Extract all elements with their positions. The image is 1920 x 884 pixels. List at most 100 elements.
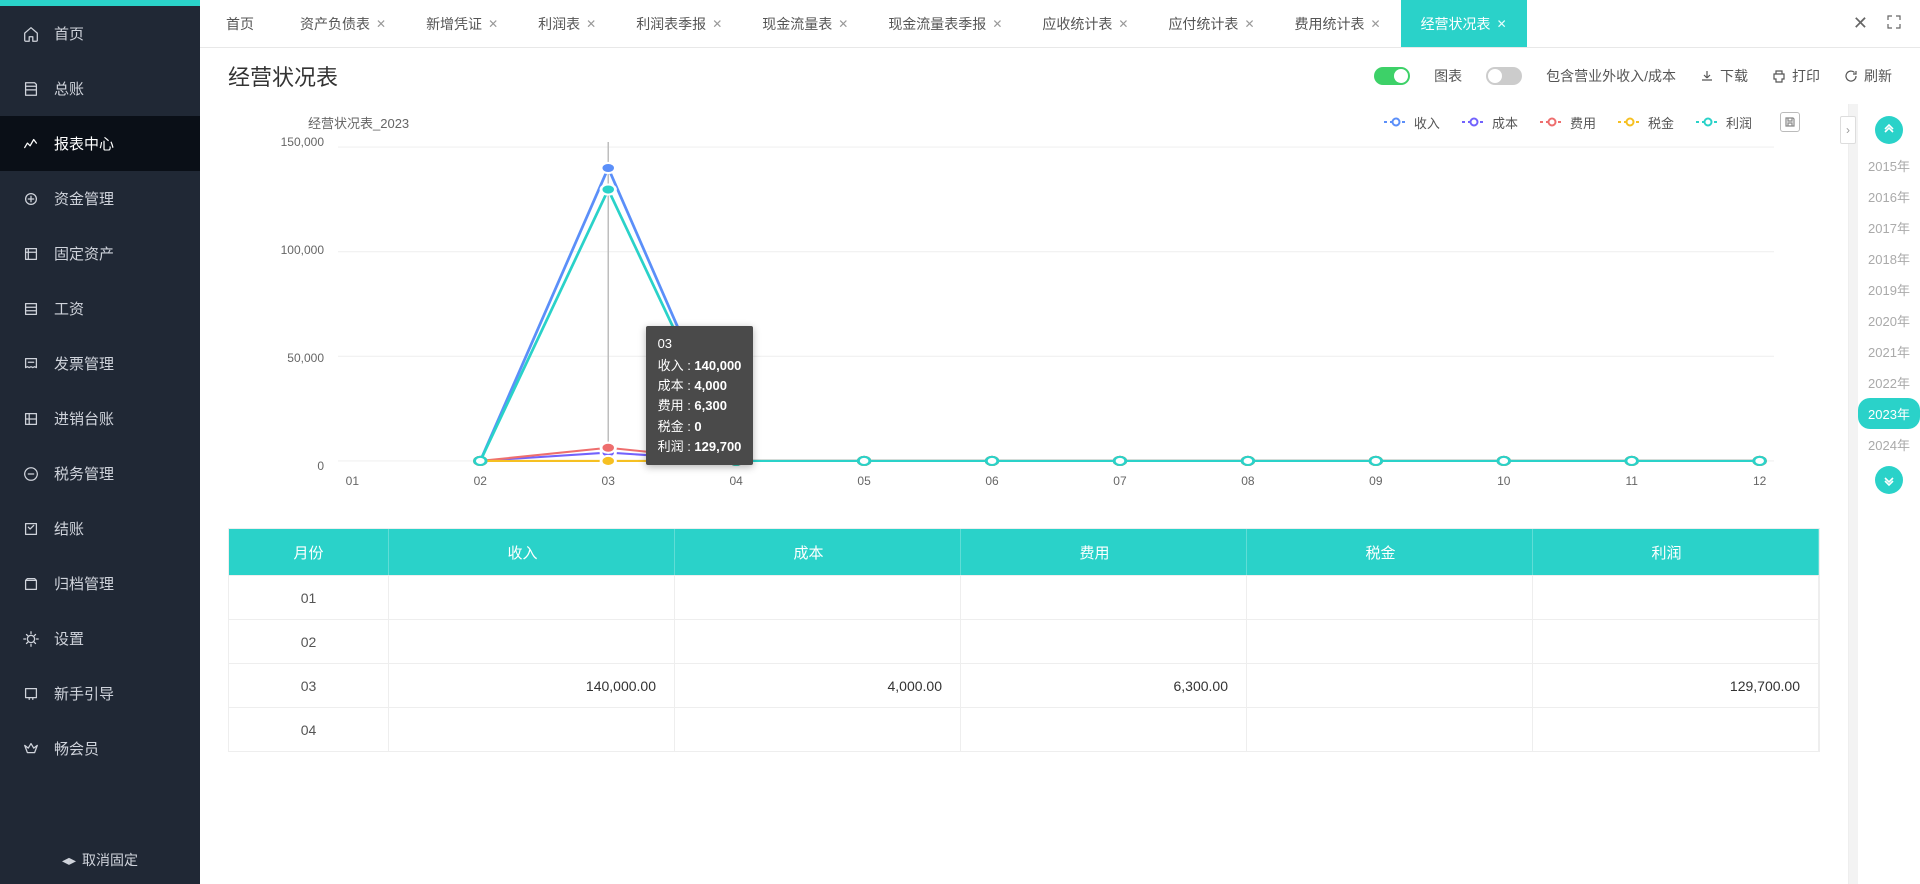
tab-label: 应付统计表 bbox=[1168, 14, 1238, 34]
tab-5[interactable]: 现金流量表 ✕ bbox=[742, 0, 868, 47]
tab-8[interactable]: 应付统计表 ✕ bbox=[1148, 0, 1274, 47]
tab-6[interactable]: 现金流量表季报 ✕ bbox=[868, 0, 1022, 47]
legend-marker-icon bbox=[1462, 117, 1486, 127]
year-option[interactable]: 2016年 bbox=[1858, 181, 1920, 212]
tab-close-icon[interactable]: ✕ bbox=[1244, 17, 1254, 31]
extra-income-toggle-switch[interactable] bbox=[1486, 67, 1522, 85]
chart-toggle-switch[interactable] bbox=[1374, 67, 1410, 85]
x-axis-label: 05 bbox=[857, 474, 870, 488]
sidebar-item-7[interactable]: 进销台账 bbox=[0, 391, 200, 446]
sidebar-item-5[interactable]: 工资 bbox=[0, 281, 200, 336]
sidebar-item-0[interactable]: 首页 bbox=[0, 6, 200, 61]
refresh-button[interactable]: 刷新 bbox=[1844, 66, 1892, 86]
value-cell bbox=[1247, 576, 1533, 619]
table-row[interactable]: 04 bbox=[229, 707, 1819, 751]
sidebar-item-9[interactable]: 结账 bbox=[0, 501, 200, 556]
sidebar-item-6[interactable]: 发票管理 bbox=[0, 336, 200, 391]
tab-9[interactable]: 费用统计表✕ bbox=[1275, 0, 1401, 47]
close-all-tabs-icon[interactable]: ✕ bbox=[1853, 13, 1868, 34]
save-chart-icon[interactable] bbox=[1780, 112, 1800, 132]
tab-close-icon[interactable]: ✕ bbox=[838, 17, 848, 31]
year-option[interactable]: 2023年 bbox=[1858, 398, 1920, 429]
tab-close-icon[interactable]: ✕ bbox=[1371, 17, 1381, 31]
tab-label: 现金流量表 bbox=[762, 14, 832, 34]
value-cell bbox=[389, 708, 675, 751]
legend-item[interactable]: 费用 bbox=[1540, 113, 1596, 132]
year-option[interactable]: 2024年 bbox=[1858, 429, 1920, 460]
sidebar-item-1[interactable]: 总账 bbox=[0, 61, 200, 116]
x-axis-label: 02 bbox=[474, 474, 487, 488]
tab-close-icon[interactable]: ✕ bbox=[1118, 17, 1128, 31]
tab-2[interactable]: 新增凭证✕ bbox=[406, 0, 518, 47]
download-button[interactable]: 下载 bbox=[1700, 66, 1748, 86]
nav-label: 工资 bbox=[54, 298, 84, 319]
tab-close-icon[interactable]: ✕ bbox=[1497, 17, 1507, 31]
value-cell bbox=[389, 620, 675, 663]
nav-label: 归档管理 bbox=[54, 573, 114, 594]
legend-item[interactable]: 成本 bbox=[1462, 113, 1518, 132]
legend-marker-icon bbox=[1384, 117, 1408, 127]
sidebar-item-4[interactable]: 固定资产 bbox=[0, 226, 200, 281]
sidebar-item-12[interactable]: 新手引导 bbox=[0, 666, 200, 721]
nav-label: 发票管理 bbox=[54, 353, 114, 374]
scrollbar[interactable] bbox=[1848, 104, 1858, 884]
nav-label: 结账 bbox=[54, 518, 84, 539]
month-cell: 02 bbox=[229, 620, 389, 663]
sidebar-item-11[interactable]: 设置 bbox=[0, 611, 200, 666]
year-option[interactable]: 2017年 bbox=[1858, 212, 1920, 243]
year-option[interactable]: 2015年 bbox=[1858, 150, 1920, 181]
sidebar-item-3[interactable]: 资金管理 bbox=[0, 171, 200, 226]
tab-4[interactable]: 利润表季报 ✕ bbox=[616, 0, 742, 47]
year-option[interactable]: 2020年 bbox=[1858, 305, 1920, 336]
nav-icon bbox=[22, 355, 40, 373]
tab-close-icon[interactable]: ✕ bbox=[488, 17, 498, 31]
tab-close-icon[interactable]: ✕ bbox=[992, 17, 1002, 31]
rail-collapse-icon[interactable]: › bbox=[1840, 116, 1856, 144]
table-row[interactable]: 01 bbox=[229, 575, 1819, 619]
tab-7[interactable]: 应收统计表✕ bbox=[1022, 0, 1148, 47]
scroll-down-button[interactable] bbox=[1875, 466, 1903, 494]
value-cell: 140,000.00 bbox=[389, 664, 675, 707]
tab-0[interactable]: 首页 bbox=[200, 0, 280, 47]
legend-item[interactable]: 税金 bbox=[1618, 113, 1674, 132]
tab-10[interactable]: 经营状况表✕ bbox=[1401, 0, 1527, 47]
data-table: 月份收入成本费用税金利润 010203140,000.004,000.006,3… bbox=[228, 528, 1820, 752]
tab-3[interactable]: 利润表✕ bbox=[518, 0, 616, 47]
table-row[interactable]: 03140,000.004,000.006,300.00129,700.00 bbox=[229, 663, 1819, 707]
value-cell bbox=[1247, 664, 1533, 707]
nav-icon bbox=[22, 135, 40, 153]
value-cell bbox=[1247, 620, 1533, 663]
tab-label: 利润表季报 bbox=[636, 14, 706, 34]
year-rail: › 2015年2016年2017年2018年2019年2020年2021年202… bbox=[1858, 104, 1920, 884]
value-cell bbox=[675, 620, 961, 663]
value-cell bbox=[675, 708, 961, 751]
sidebar-item-10[interactable]: 归档管理 bbox=[0, 556, 200, 611]
sidebar-unpin-button[interactable]: ◂▸ 取消固定 bbox=[0, 836, 200, 884]
nav-icon bbox=[22, 25, 40, 43]
tab-close-icon[interactable]: ✕ bbox=[376, 17, 386, 31]
print-button[interactable]: 打印 bbox=[1772, 66, 1820, 86]
unpin-icon: ◂▸ bbox=[62, 852, 76, 869]
tab-bar: 首页资产负债表✕新增凭证✕利润表✕利润表季报✕现金流量表✕现金流量表季报✕应收统… bbox=[200, 0, 1920, 48]
scroll-up-button[interactable] bbox=[1875, 116, 1903, 144]
year-option[interactable]: 2021年 bbox=[1858, 336, 1920, 367]
legend-item[interactable]: 利润 bbox=[1696, 113, 1752, 132]
fullscreen-icon[interactable] bbox=[1886, 14, 1902, 33]
month-cell: 03 bbox=[229, 664, 389, 707]
year-option[interactable]: 2019年 bbox=[1858, 274, 1920, 305]
table-row[interactable]: 02 bbox=[229, 619, 1819, 663]
tab-close-icon[interactable]: ✕ bbox=[586, 17, 596, 31]
tab-label: 现金流量表季报 bbox=[888, 14, 986, 34]
nav-icon bbox=[22, 685, 40, 703]
x-axis-label: 11 bbox=[1625, 474, 1637, 488]
nav-icon bbox=[22, 80, 40, 98]
tab-close-icon[interactable]: ✕ bbox=[712, 17, 722, 31]
sidebar-item-13[interactable]: 畅会员 bbox=[0, 721, 200, 776]
year-option[interactable]: 2022年 bbox=[1858, 367, 1920, 398]
year-option[interactable]: 2018年 bbox=[1858, 243, 1920, 274]
sidebar-item-2[interactable]: 报表中心 bbox=[0, 116, 200, 171]
chart-plot[interactable]: 050,000100,000150,000 010203040506070809… bbox=[228, 136, 1820, 506]
sidebar-item-8[interactable]: 税务管理 bbox=[0, 446, 200, 501]
legend-item[interactable]: 收入 bbox=[1384, 113, 1440, 132]
tab-1[interactable]: 资产负债表✕ bbox=[280, 0, 406, 47]
